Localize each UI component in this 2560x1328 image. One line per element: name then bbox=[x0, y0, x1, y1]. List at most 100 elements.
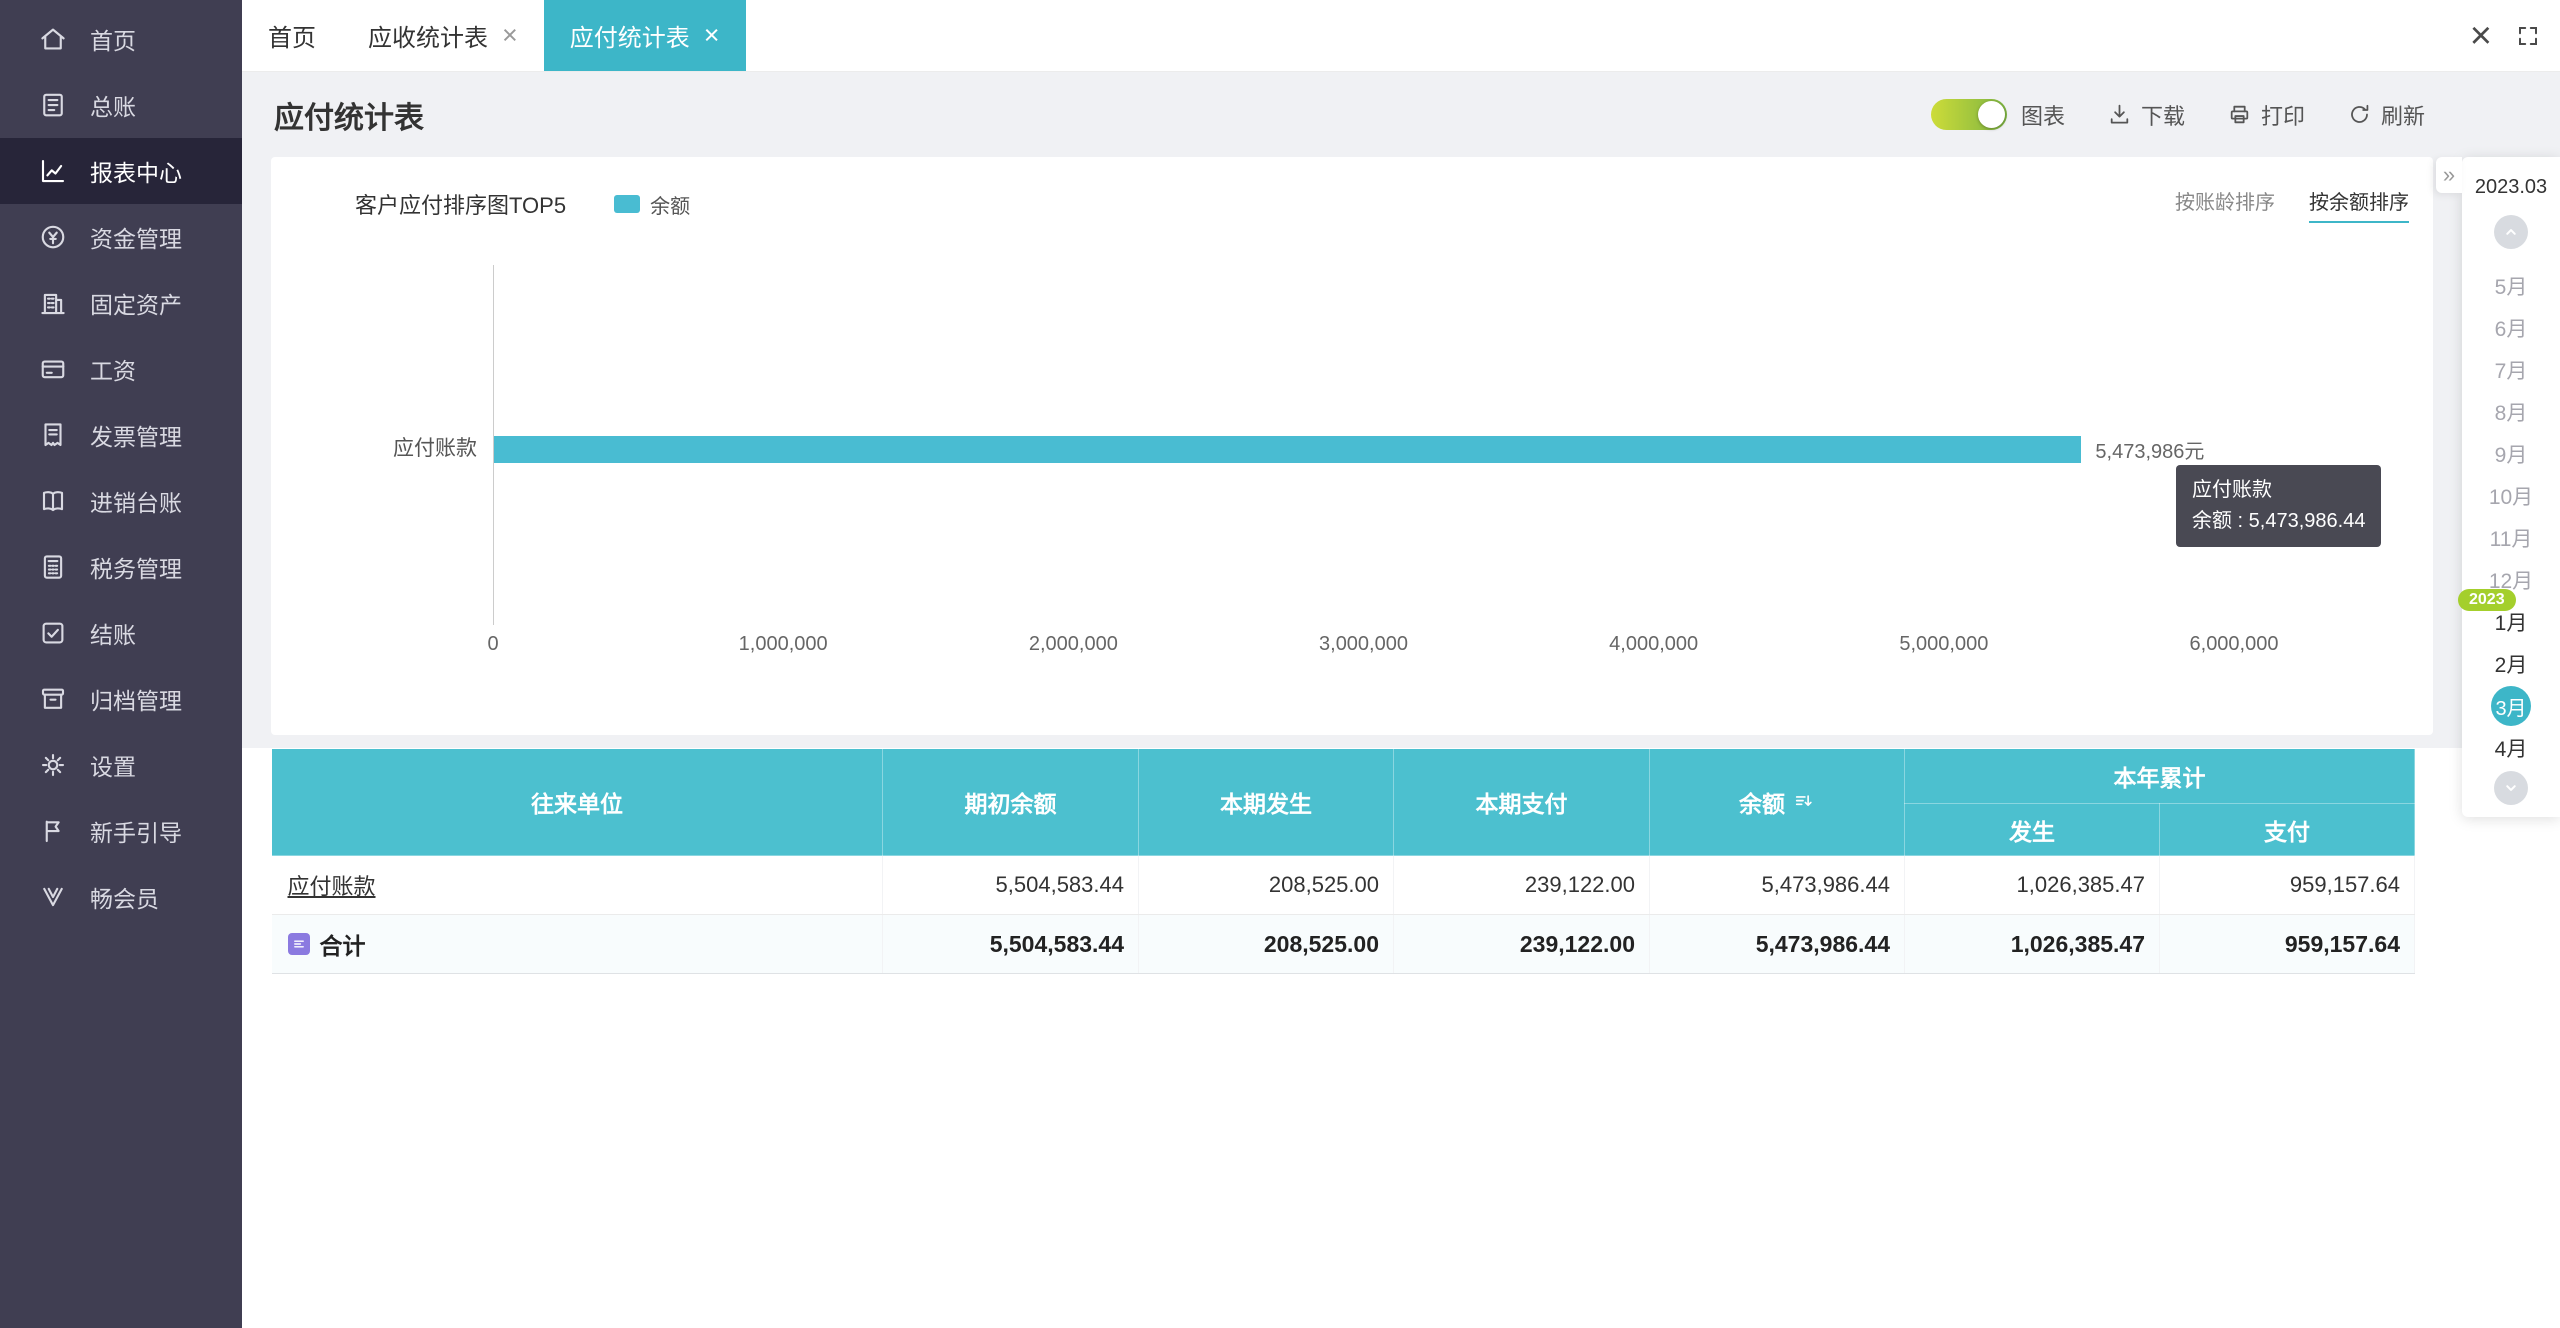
bar-line: 5,473,986元 bbox=[494, 435, 2234, 464]
check-square-icon bbox=[38, 618, 68, 648]
print-label: 打印 bbox=[2260, 103, 2305, 129]
chart-sort-options: 按账龄排序 按余额排序 bbox=[2175, 186, 2409, 223]
collapse-month-panel-handle[interactable]: » bbox=[2436, 157, 2462, 193]
month-item[interactable]: 6月 bbox=[2462, 307, 2560, 349]
month-label: 5月 bbox=[2494, 276, 2528, 299]
tab-receivable-report[interactable]: 应收统计表 × bbox=[342, 0, 544, 71]
month-item[interactable]: 5月 bbox=[2462, 265, 2560, 307]
x-tick-label: 3,000,000 bbox=[1319, 633, 1408, 655]
cell-current: 208,525.00 bbox=[1138, 855, 1394, 915]
fullscreen-icon[interactable] bbox=[2516, 24, 2540, 48]
month-label: 7月 bbox=[2494, 360, 2528, 383]
sort-by-age-link[interactable]: 按账龄排序 bbox=[2175, 191, 2275, 214]
month-label: 2月 bbox=[2494, 654, 2528, 677]
tab-close-icon[interactable]: × bbox=[502, 20, 518, 50]
tab-payable-report[interactable]: 应付统计表 × bbox=[543, 0, 746, 71]
sidebar-item-label: 新手引导 bbox=[90, 820, 182, 846]
month-item[interactable]: 2月 bbox=[2462, 643, 2560, 685]
salary-card-icon bbox=[38, 354, 68, 384]
scroll-up-icon[interactable] bbox=[2494, 215, 2528, 249]
legend-label: 余额 bbox=[650, 195, 691, 218]
header-ytd-paid: 支付 bbox=[2159, 803, 2415, 856]
month-item[interactable]: 8月 bbox=[2462, 391, 2560, 433]
tooltip-title: 应付账款 bbox=[2192, 479, 2272, 501]
cell-balance: 5,473,986.44 bbox=[1649, 855, 1905, 915]
refresh-button[interactable]: 刷新 bbox=[2347, 99, 2425, 131]
month-label: 6月 bbox=[2494, 318, 2528, 341]
home-icon bbox=[38, 24, 68, 54]
header-unit: 往来单位 bbox=[271, 748, 883, 856]
bar-value-label: 5,473,986元 bbox=[2095, 441, 2205, 463]
sidebar-item-salary[interactable]: 工资 bbox=[0, 336, 242, 402]
table-row: 应付账款 5,504,583.44 208,525.00 239,122.00 … bbox=[271, 855, 2415, 915]
sidebar-item-invoice[interactable]: 发票管理 bbox=[0, 402, 242, 468]
x-tick-label: 2,000,000 bbox=[1028, 633, 1118, 655]
total-row: 合计 5,504,583.44 208,525.00 239,122.00 5,… bbox=[271, 914, 2415, 974]
print-button[interactable]: 打印 bbox=[2227, 99, 2305, 131]
sidebar-item-label: 首页 bbox=[90, 28, 136, 54]
sidebar-item-label: 工资 bbox=[90, 358, 136, 384]
report-chart-icon bbox=[38, 156, 68, 186]
month-label: 9月 bbox=[2494, 444, 2528, 467]
month-item-selected[interactable]: 3月 bbox=[2462, 685, 2560, 727]
spacer bbox=[242, 735, 2560, 748]
total-payment: 239,122.00 bbox=[1393, 914, 1650, 974]
sort-icon[interactable] bbox=[1793, 791, 1815, 813]
scroll-down-icon[interactable] bbox=[2494, 771, 2528, 805]
sidebar-item-report-center[interactable]: 报表中心 bbox=[0, 138, 242, 204]
calculator-icon bbox=[38, 552, 68, 582]
header-balance-label: 余额 bbox=[1739, 791, 1785, 817]
sidebar-item-label: 固定资产 bbox=[90, 292, 182, 318]
toggle-knob bbox=[1977, 101, 2005, 128]
header-payment: 本期支付 bbox=[1393, 748, 1650, 856]
month-item[interactable]: 1月 bbox=[2462, 601, 2560, 643]
total-ytd-paid: 959,157.64 bbox=[2159, 914, 2415, 974]
month-label: 1月 bbox=[2494, 612, 2528, 635]
header-ytd: 本年累计 bbox=[1904, 748, 2415, 804]
month-label: 10月 bbox=[2488, 486, 2534, 509]
month-label: 11月 bbox=[2489, 528, 2533, 551]
sidebar-item-tax[interactable]: 税务管理 bbox=[0, 534, 242, 600]
header-opening: 期初余额 bbox=[882, 748, 1139, 856]
sidebar-item-closing[interactable]: 结账 bbox=[0, 600, 242, 666]
sidebar-item-settings[interactable]: 设置 bbox=[0, 732, 242, 798]
sidebar-item-funds[interactable]: 资金管理 bbox=[0, 204, 242, 270]
month-item[interactable]: 9月 bbox=[2462, 433, 2560, 475]
month-item[interactable]: 12月 bbox=[2462, 559, 2560, 601]
chart-title: 客户应付排序图TOP5 bbox=[355, 193, 567, 218]
toolbar: 图表 下载 打印 刷新 bbox=[1930, 99, 2425, 131]
sidebar-item-trade-ledger[interactable]: 进销台账 bbox=[0, 468, 242, 534]
tab-close-icon[interactable]: × bbox=[703, 20, 720, 50]
x-tick-label: 4,000,000 bbox=[1609, 633, 1699, 655]
sidebar-item-label: 报表中心 bbox=[90, 160, 182, 186]
tab-label: 应付统计表 bbox=[569, 25, 690, 52]
content-area: 应付统计表 图表 下载 打印 刷新 bbox=[242, 72, 2560, 1328]
download-icon bbox=[2110, 104, 2129, 124]
plot-area: 5,473,986元 bbox=[493, 265, 2234, 625]
download-label: 下载 bbox=[2140, 103, 2185, 129]
tab-home[interactable]: 首页 bbox=[242, 0, 342, 71]
sidebar-item-member[interactable]: 畅会员 bbox=[0, 864, 242, 930]
month-item[interactable]: 4月 bbox=[2462, 727, 2560, 769]
month-item[interactable]: 10月 bbox=[2462, 475, 2560, 517]
header-balance: 余额 bbox=[1649, 748, 1905, 856]
sidebar-item-guide[interactable]: 新手引导 bbox=[0, 798, 242, 864]
sidebar-item-general-ledger[interactable]: 总账 bbox=[0, 72, 242, 138]
month-item[interactable]: 11月 bbox=[2462, 517, 2560, 559]
balance-bar[interactable] bbox=[494, 436, 2082, 463]
sidebar-item-home[interactable]: 首页 bbox=[0, 6, 242, 72]
chart-toggle[interactable] bbox=[1930, 99, 2007, 130]
sort-by-balance-link[interactable]: 按余额排序 bbox=[2309, 186, 2409, 223]
sidebar-item-archive[interactable]: 归档管理 bbox=[0, 666, 242, 732]
sidebar-item-label: 资金管理 bbox=[90, 226, 182, 252]
payable-row-link[interactable]: 应付账款 bbox=[287, 874, 376, 899]
x-tick-label: 1,000,000 bbox=[738, 633, 828, 655]
month-item[interactable]: 7月 bbox=[2462, 349, 2560, 391]
sidebar-item-fixed-assets[interactable]: 固定资产 bbox=[0, 270, 242, 336]
close-icon[interactable]: × bbox=[2469, 14, 2492, 57]
open-book-icon bbox=[38, 486, 68, 516]
download-button[interactable]: 下载 bbox=[2107, 99, 2185, 131]
refresh-label: 刷新 bbox=[2380, 103, 2425, 129]
sidebar: 首页 总账 报表中心 资金管理 固定资产 工资 发票管理 进销台账 bbox=[0, 0, 242, 1328]
